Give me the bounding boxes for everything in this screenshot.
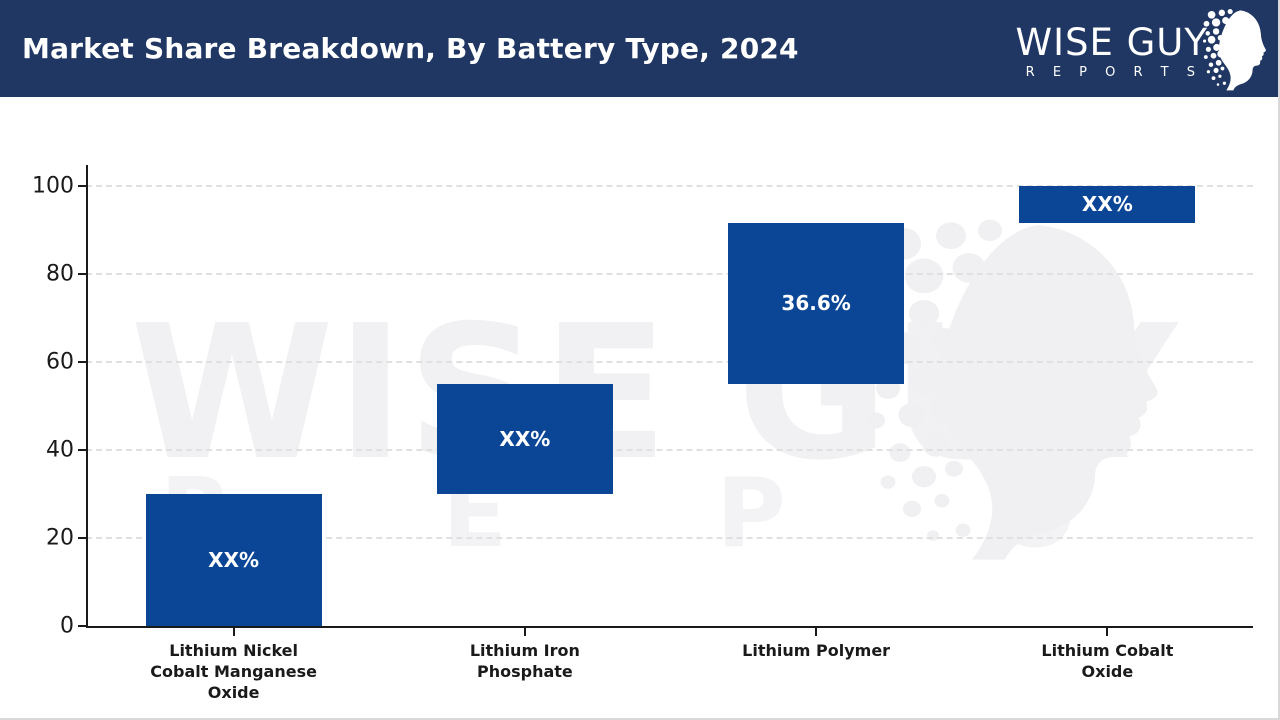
bar-value-label: XX% bbox=[499, 427, 551, 451]
x-category-label-line: Oxide bbox=[1081, 662, 1134, 681]
y-gridline bbox=[86, 537, 1253, 539]
x-category-label-line: Phosphate bbox=[476, 662, 573, 681]
y-tick-mark bbox=[78, 185, 86, 187]
logo-wordmark: WISE GUY bbox=[1015, 21, 1208, 64]
x-category-label: Lithium Nickel Cobalt Manganese Oxide bbox=[94, 640, 374, 703]
y-gridline bbox=[86, 273, 1253, 275]
bar-value-label: XX% bbox=[208, 548, 260, 572]
y-gridline bbox=[86, 185, 1253, 187]
x-category-label-line: Oxide bbox=[207, 683, 260, 702]
x-category-label-line: Lithium Cobalt bbox=[1041, 641, 1174, 660]
bar-segment bbox=[1019, 186, 1196, 223]
x-category-label-line: Lithium Iron bbox=[469, 641, 580, 660]
bar-value-label: 36.6% bbox=[781, 291, 851, 316]
x-tick-mark bbox=[1106, 628, 1109, 636]
y-tick-mark bbox=[78, 361, 86, 363]
header-banner: Market Share Breakdown, By Battery Type,… bbox=[0, 0, 1278, 97]
y-tick-label: 60 bbox=[46, 349, 74, 375]
bar-segment bbox=[145, 494, 322, 626]
logo-face-icon bbox=[1202, 8, 1266, 92]
brand-logo: WISE GUY R E P O R T S bbox=[1006, 5, 1266, 93]
bar-segment bbox=[728, 222, 905, 384]
x-category-label-line: Cobalt Manganese bbox=[150, 662, 317, 681]
x-tick-mark bbox=[232, 628, 235, 636]
x-axis-line bbox=[86, 626, 1253, 628]
y-tick-mark bbox=[78, 625, 86, 627]
y-tick-label: 0 bbox=[60, 613, 74, 639]
y-axis-line bbox=[86, 165, 88, 628]
y-tick-label: 20 bbox=[46, 525, 74, 551]
x-tick-mark bbox=[815, 628, 818, 636]
x-category-label: Lithium Iron Phosphate bbox=[385, 640, 665, 682]
x-tick-mark bbox=[523, 628, 526, 636]
y-gridline bbox=[86, 449, 1253, 451]
page-title: Market Share Breakdown, By Battery Type,… bbox=[22, 32, 799, 65]
y-gridline bbox=[86, 361, 1253, 363]
x-category-label-line: Lithium Nickel bbox=[169, 641, 298, 660]
x-category-label: Lithium Cobalt Oxide bbox=[967, 640, 1247, 682]
y-tick-label: 100 bbox=[32, 173, 74, 199]
chart-plot-area: WISE GUY R E P O R T S 020406080100XX%Li… bbox=[0, 97, 1278, 718]
bar-segment bbox=[436, 384, 613, 494]
y-tick-label: 40 bbox=[46, 437, 74, 463]
y-tick-mark bbox=[78, 537, 86, 539]
bar-value-label: XX% bbox=[1081, 192, 1133, 217]
logo-subtext: R E P O R T S bbox=[1025, 65, 1202, 80]
y-tick-mark bbox=[78, 449, 86, 451]
y-tick-label: 80 bbox=[46, 261, 74, 287]
x-category-label-line: Lithium Polymer bbox=[742, 641, 891, 660]
y-tick-mark bbox=[78, 273, 86, 275]
x-category-label: Lithium Polymer bbox=[676, 640, 956, 661]
